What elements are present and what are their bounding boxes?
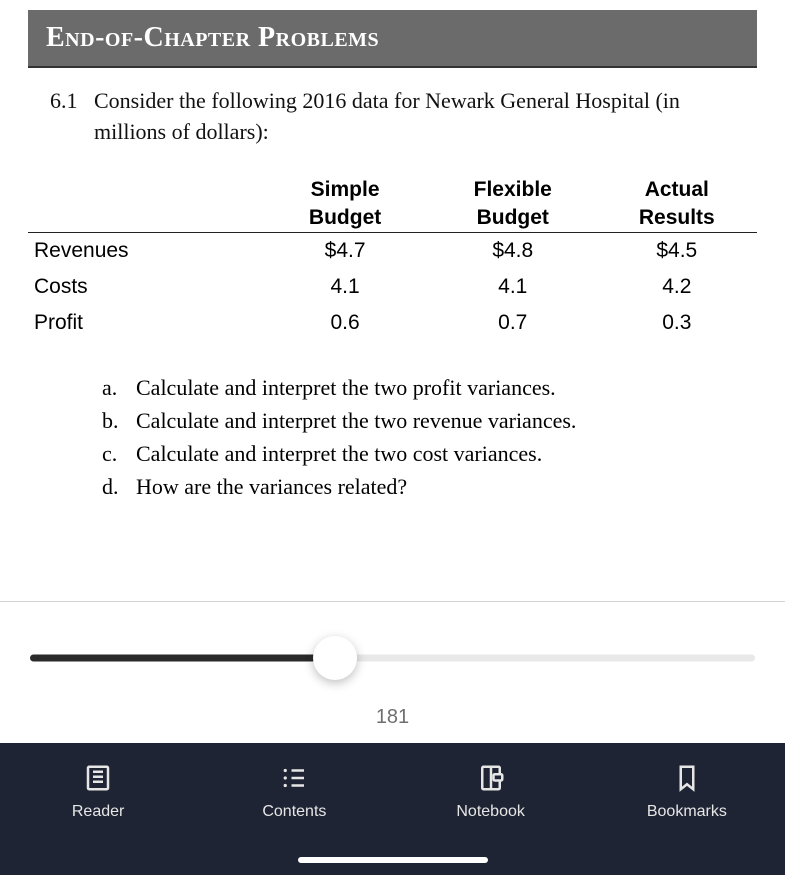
cell: $4.8 — [429, 232, 597, 269]
nav-reader[interactable]: Reader — [0, 763, 196, 821]
item-letter: d. — [102, 470, 136, 503]
page: End-of-Chapter Problems 6.1 Consider the… — [0, 0, 785, 875]
table-row: Revenues $4.7 $4.8 $4.5 — [28, 232, 757, 269]
item-letter: a. — [102, 371, 136, 404]
col-header-1b: Budget — [261, 204, 429, 232]
cell: 0.6 — [261, 305, 429, 341]
nav-contents[interactable]: Contents — [196, 763, 392, 821]
question-list: a. Calculate and interpret the two profi… — [28, 371, 757, 517]
list-item: b. Calculate and interpret the two reven… — [102, 404, 735, 437]
page-number: 181 — [0, 706, 785, 729]
problem-text: Consider the following 2016 data for New… — [94, 86, 735, 148]
slider-fill — [30, 655, 320, 662]
nav-label: Contents — [262, 803, 326, 821]
contents-icon — [279, 763, 309, 793]
bookmarks-icon — [672, 763, 702, 793]
home-indicator[interactable] — [298, 857, 488, 863]
cell: $4.5 — [597, 232, 757, 269]
row-label: Revenues — [28, 232, 261, 269]
reader-icon — [83, 763, 113, 793]
item-letter: b. — [102, 404, 136, 437]
banner-title: End-of-Chapter Problems — [46, 22, 379, 53]
progress-slider-wrap — [0, 602, 785, 686]
problem-statement: 6.1 Consider the following 2016 data for… — [28, 68, 757, 148]
cell: 0.7 — [429, 305, 597, 341]
section-banner: End-of-Chapter Problems — [28, 10, 757, 68]
item-text: How are the variances related? — [136, 470, 407, 503]
item-text: Calculate and interpret the two cost var… — [136, 437, 542, 470]
col-header-blank — [28, 176, 261, 204]
nav-bookmarks[interactable]: Bookmarks — [589, 763, 785, 821]
col-header-2a: Flexible — [429, 176, 597, 204]
nav-label: Reader — [72, 803, 124, 821]
notebook-icon — [476, 763, 506, 793]
slider-thumb[interactable] — [313, 636, 357, 680]
col-header-1a: Simple — [261, 176, 429, 204]
bottom-nav: Reader Contents Notebook Bookmarks — [0, 743, 785, 875]
problem-number: 6.1 — [50, 86, 94, 148]
item-letter: c. — [102, 437, 136, 470]
cell: $4.7 — [261, 232, 429, 269]
nav-label: Notebook — [456, 803, 525, 821]
item-text: Calculate and interpret the two revenue … — [136, 404, 576, 437]
row-label: Costs — [28, 269, 261, 305]
nav-notebook[interactable]: Notebook — [393, 763, 589, 821]
item-text: Calculate and interpret the two profit v… — [136, 371, 556, 404]
progress-slider[interactable] — [30, 636, 755, 680]
cell: 4.1 — [261, 269, 429, 305]
col-header-3b: Results — [597, 204, 757, 232]
cell: 4.1 — [429, 269, 597, 305]
table-row: Costs 4.1 4.1 4.2 — [28, 269, 757, 305]
cell: 4.2 — [597, 269, 757, 305]
list-item: a. Calculate and interpret the two profi… — [102, 371, 735, 404]
col-header-2b: Budget — [429, 204, 597, 232]
col-header-3a: Actual — [597, 176, 757, 204]
col-header-blank2 — [28, 204, 261, 232]
list-item: c. Calculate and interpret the two cost … — [102, 437, 735, 470]
cell: 0.3 — [597, 305, 757, 341]
nav-label: Bookmarks — [647, 803, 727, 821]
row-label: Profit — [28, 305, 261, 341]
content-area: End-of-Chapter Problems 6.1 Consider the… — [0, 0, 785, 601]
data-table: Simple Flexible Actual Budget Budget Res… — [28, 176, 757, 341]
list-item: d. How are the variances related? — [102, 470, 735, 503]
table-row: Profit 0.6 0.7 0.3 — [28, 305, 757, 341]
